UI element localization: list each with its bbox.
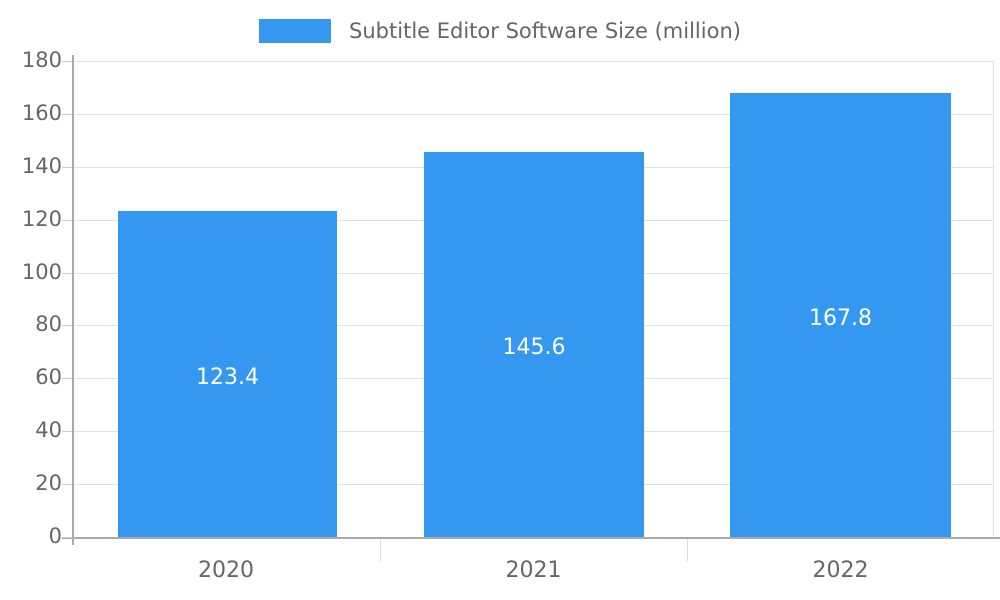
plot-area: 123.4 145.6 167.8: [72, 61, 994, 537]
legend-item-subtitle-editor-software-size[interactable]: Subtitle Editor Software Size (million): [259, 19, 741, 43]
gridline-180: [72, 61, 994, 62]
y-tick-mark-40: [62, 431, 72, 433]
y-axis-label-0: 0: [48, 524, 62, 548]
y-axis-label-160: 160: [21, 100, 62, 125]
x-axis-separator-1: [380, 539, 381, 561]
x-axis-separator-2: [687, 539, 688, 561]
bar-value-2021: 145.6: [502, 335, 566, 360]
y-tick-mark-0: [62, 537, 72, 538]
legend-label: Subtitle Editor Software Size (million): [349, 19, 741, 43]
y-axis-label-100: 100: [21, 259, 62, 284]
bar-value-2022: 167.8: [809, 306, 872, 331]
x-axis-label-2022: 2022: [812, 558, 869, 583]
y-axis-label-40: 40: [35, 418, 62, 443]
y-axis-line: [72, 55, 74, 545]
y-axis-label-60: 60: [35, 365, 62, 390]
chart-legend: Subtitle Editor Software Size (million): [0, 14, 1000, 48]
y-axis-label-20: 20: [35, 471, 62, 496]
x-axis-label-2021: 2021: [505, 558, 562, 583]
y-tick-mark-100: [62, 272, 72, 274]
x-axis-label-2020: 2020: [198, 558, 254, 583]
bar-value-2020: 123.4: [196, 365, 259, 390]
bar-2020[interactable]: [118, 210, 337, 537]
y-tick-mark-80: [62, 325, 72, 327]
y-tick-mark-140: [62, 166, 72, 168]
y-tick-mark-180: [62, 61, 72, 62]
y-axis-label-80: 80: [35, 312, 62, 337]
gridline-160: [72, 113, 994, 115]
bar-2022[interactable]: [730, 93, 951, 537]
legend-color-swatch-icon[interactable]: [259, 19, 332, 43]
y-axis-label-140: 140: [21, 153, 62, 178]
y-tick-mark-60: [62, 378, 72, 380]
x-axis-line: [62, 537, 1000, 539]
y-tick-mark-120: [62, 219, 72, 221]
y-tick-mark-160: [62, 113, 72, 115]
y-tick-mark-20: [62, 484, 72, 486]
y-axis-label-180: 180: [21, 48, 62, 72]
y-axis-label-120: 120: [21, 206, 62, 231]
bar-2021[interactable]: [424, 152, 644, 537]
plot-right-border: [993, 61, 994, 537]
